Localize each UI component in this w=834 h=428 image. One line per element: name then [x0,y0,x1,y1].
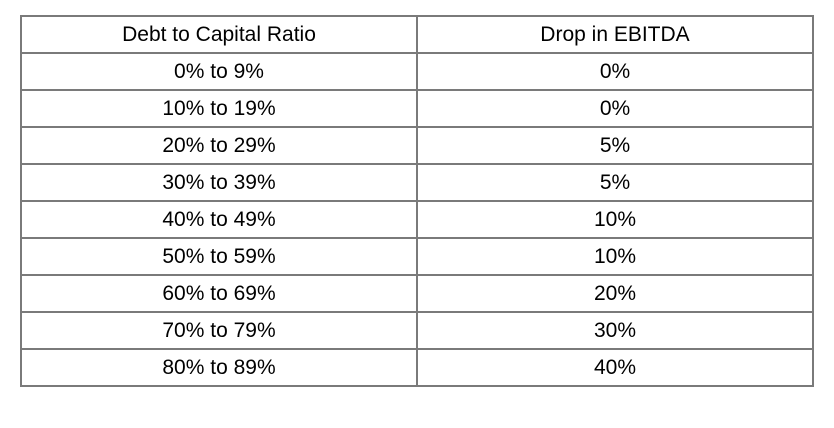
table-row: 70% to 79% 30% [20,311,814,350]
ratio-cell: 10% to 19% [20,89,418,128]
drop-cell: 10% [416,237,814,276]
drop-cell: 0% [416,89,814,128]
ratio-cell: 0% to 9% [20,52,418,91]
drop-cell: 20% [416,274,814,313]
table-row: 80% to 89% 40% [20,348,814,387]
drop-cell: 0% [416,52,814,91]
drop-cell: 5% [416,163,814,202]
drop-cell: 5% [416,126,814,165]
ratio-cell: 40% to 49% [20,200,418,239]
table-row: 10% to 19% 0% [20,89,814,128]
ratio-cell: 30% to 39% [20,163,418,202]
debt-ebitda-table: Debt to Capital Ratio Drop in EBITDA 0% … [20,15,814,387]
drop-cell: 40% [416,348,814,387]
table-row: 50% to 59% 10% [20,237,814,276]
ratio-cell: 50% to 59% [20,237,418,276]
ratio-cell: 70% to 79% [20,311,418,350]
ratio-cell: 60% to 69% [20,274,418,313]
table-row: 40% to 49% 10% [20,200,814,239]
table-row: 0% to 9% 0% [20,52,814,91]
column-header-drop-in-ebitda: Drop in EBITDA [416,15,814,54]
ratio-cell: 20% to 29% [20,126,418,165]
drop-cell: 10% [416,200,814,239]
table-row: 60% to 69% 20% [20,274,814,313]
table-row: 20% to 29% 5% [20,126,814,165]
column-header-debt-to-capital-ratio: Debt to Capital Ratio [20,15,418,54]
header-row: Debt to Capital Ratio Drop in EBITDA [20,15,814,54]
ratio-cell: 80% to 89% [20,348,418,387]
table-row: 30% to 39% 5% [20,163,814,202]
drop-cell: 30% [416,311,814,350]
